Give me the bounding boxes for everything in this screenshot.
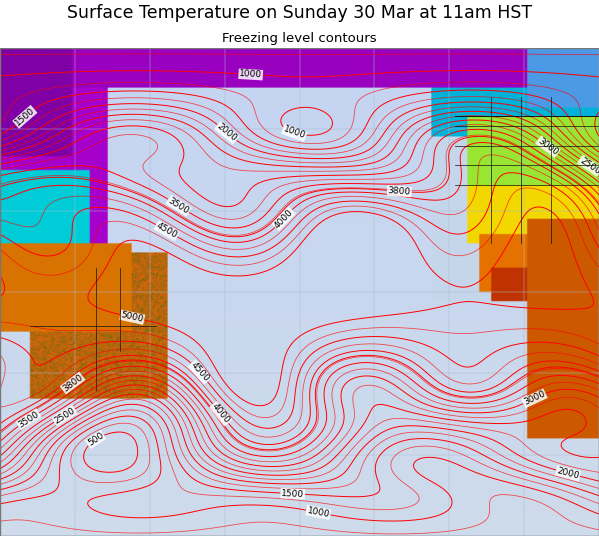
Text: 1000: 1000 <box>306 506 331 519</box>
Text: 3500: 3500 <box>167 196 191 215</box>
Text: Surface Temperature on Sunday 30 Mar at 11am HST: Surface Temperature on Sunday 30 Mar at … <box>67 4 532 23</box>
Text: 4500: 4500 <box>155 221 179 240</box>
Text: Freezing level contours: Freezing level contours <box>222 32 377 45</box>
Text: 2000: 2000 <box>556 466 580 481</box>
Text: 3500: 3500 <box>16 410 41 429</box>
Text: 2500: 2500 <box>53 406 77 426</box>
Text: 4000: 4000 <box>210 402 231 426</box>
Text: 1000: 1000 <box>239 69 262 80</box>
Text: 4000: 4000 <box>273 207 295 230</box>
Text: 2500: 2500 <box>578 155 599 176</box>
Text: 3800: 3800 <box>60 373 84 393</box>
Text: 2000: 2000 <box>215 122 238 144</box>
Text: 1000: 1000 <box>282 125 307 141</box>
Text: 3000: 3000 <box>536 136 560 157</box>
Text: 3800: 3800 <box>388 186 411 197</box>
Text: 1500: 1500 <box>13 106 37 128</box>
Text: 500: 500 <box>86 431 105 448</box>
Text: 4500: 4500 <box>189 361 211 384</box>
Text: 3000: 3000 <box>522 390 547 407</box>
Text: 5000: 5000 <box>120 310 144 324</box>
Text: 1500: 1500 <box>281 488 304 499</box>
